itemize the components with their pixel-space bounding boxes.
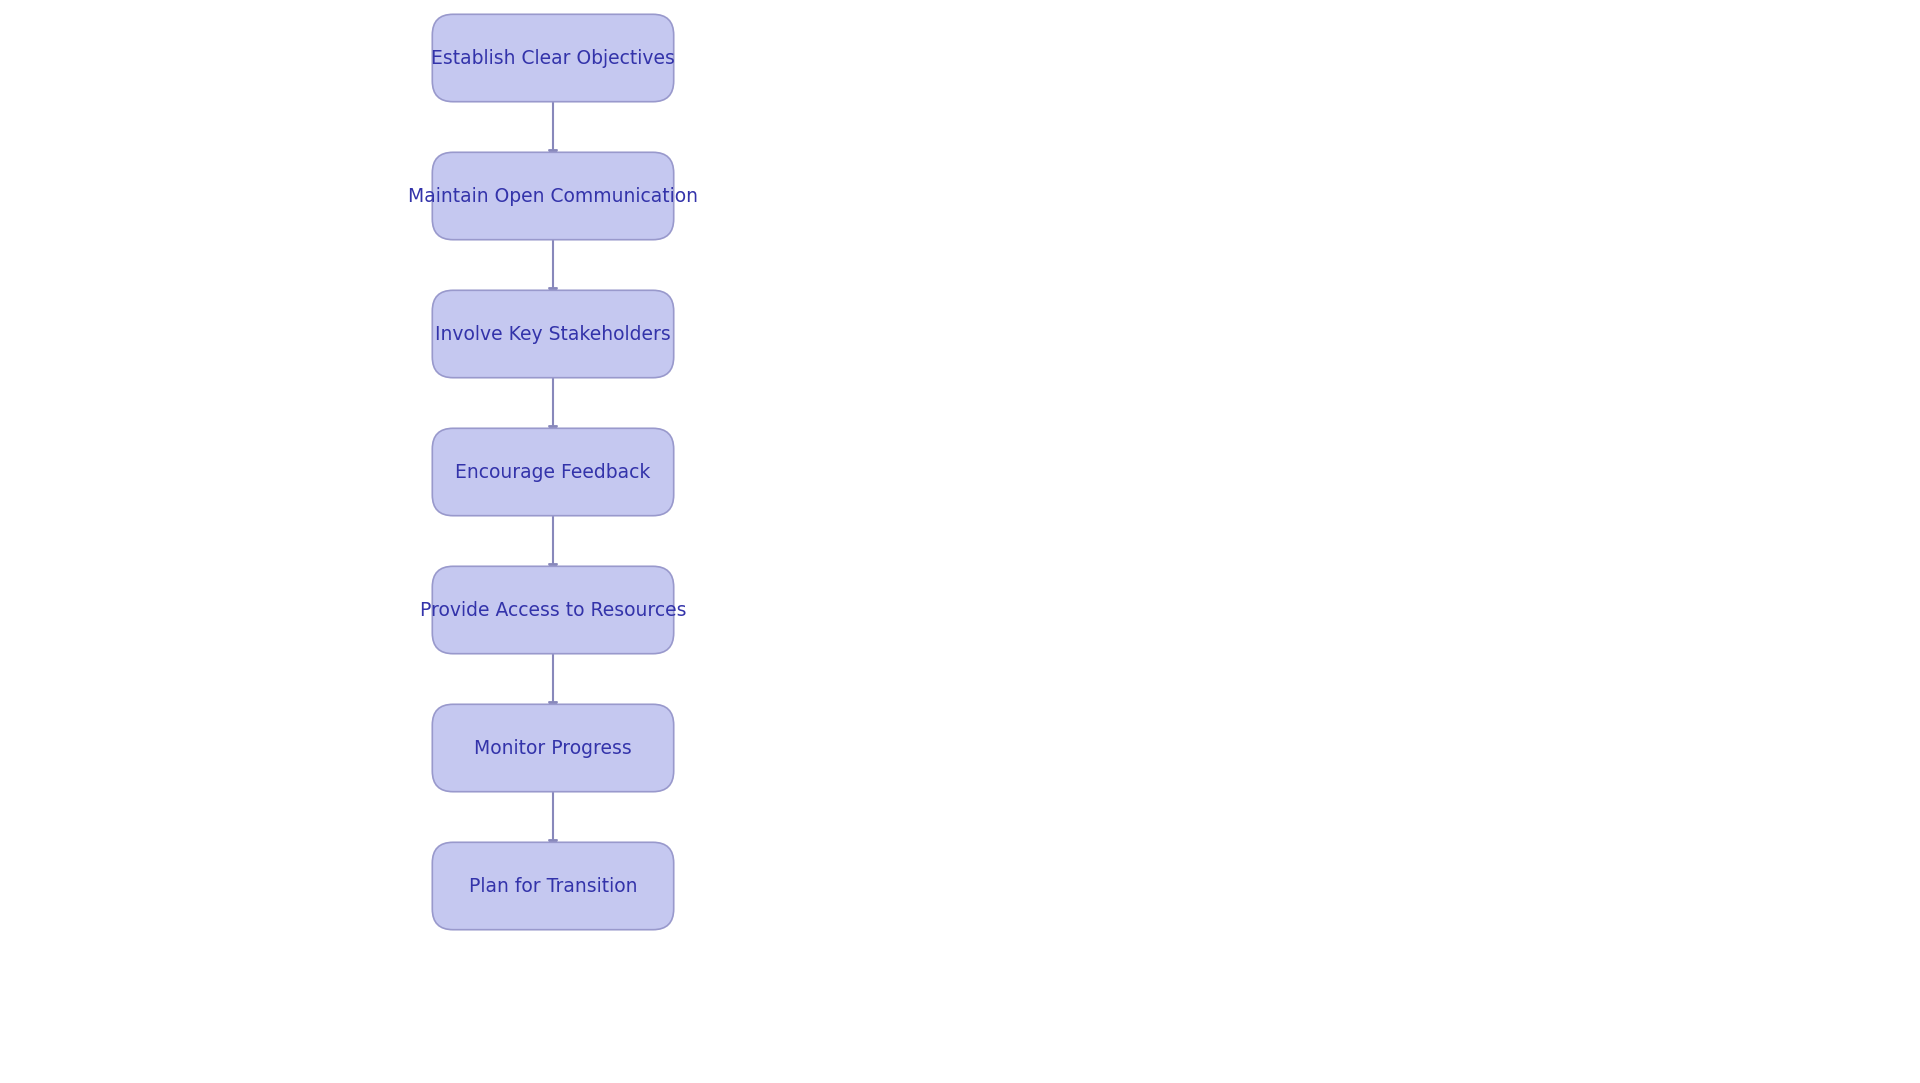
FancyBboxPatch shape <box>432 704 674 792</box>
FancyBboxPatch shape <box>432 428 674 516</box>
FancyBboxPatch shape <box>432 843 674 929</box>
FancyBboxPatch shape <box>432 290 674 378</box>
Text: Encourage Feedback: Encourage Feedback <box>455 462 651 482</box>
Text: Maintain Open Communication: Maintain Open Communication <box>407 186 699 206</box>
FancyBboxPatch shape <box>432 566 674 654</box>
Text: Involve Key Stakeholders: Involve Key Stakeholders <box>436 325 670 343</box>
Text: Plan for Transition: Plan for Transition <box>468 876 637 896</box>
Text: Monitor Progress: Monitor Progress <box>474 739 632 757</box>
Text: Establish Clear Objectives: Establish Clear Objectives <box>432 49 676 67</box>
Text: Provide Access to Resources: Provide Access to Resources <box>420 600 685 619</box>
FancyBboxPatch shape <box>432 14 674 102</box>
FancyBboxPatch shape <box>432 153 674 239</box>
